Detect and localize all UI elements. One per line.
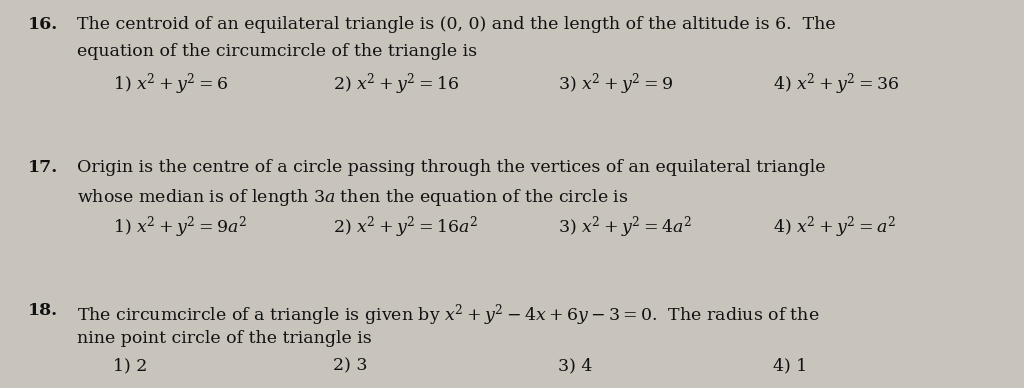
Text: 4) $x^2+y^2=36$: 4) $x^2+y^2=36$ — [773, 71, 899, 97]
Text: 3) 4: 3) 4 — [558, 358, 593, 375]
Text: 1) 2: 1) 2 — [113, 358, 147, 375]
Text: 3) $x^2+y^2=9$: 3) $x^2+y^2=9$ — [558, 71, 673, 97]
Text: The circumcircle of a triangle is given by $x^2+y^2-4x+6y-3=0$.  The radius of t: The circumcircle of a triangle is given … — [77, 302, 819, 328]
Text: 1) $x^2+y^2=9a^2$: 1) $x^2+y^2=9a^2$ — [113, 215, 247, 241]
Text: 4) $x^2+y^2=a^2$: 4) $x^2+y^2=a^2$ — [773, 215, 896, 241]
Text: 2) $x^2+y^2=16a^2$: 2) $x^2+y^2=16a^2$ — [333, 215, 477, 241]
Text: whose median is of length 3$a$ then the equation of the circle is: whose median is of length 3$a$ then the … — [77, 187, 629, 208]
Text: 18.: 18. — [28, 302, 57, 319]
Text: Origin is the centre of a circle passing through the vertices of an equilateral : Origin is the centre of a circle passing… — [77, 159, 825, 176]
Text: 3) $x^2+y^2=4a^2$: 3) $x^2+y^2=4a^2$ — [558, 215, 692, 241]
Text: 2) 3: 2) 3 — [333, 358, 368, 375]
Text: equation of the circumcircle of the triangle is: equation of the circumcircle of the tria… — [77, 43, 477, 61]
Text: The centroid of an equilateral triangle is (0, 0) and the length of the altitude: The centroid of an equilateral triangle … — [77, 16, 836, 33]
Text: nine point circle of the triangle is: nine point circle of the triangle is — [77, 330, 372, 347]
Text: 2) $x^2+y^2=16$: 2) $x^2+y^2=16$ — [333, 71, 459, 97]
Text: 16.: 16. — [28, 16, 58, 33]
Text: 4) 1: 4) 1 — [773, 358, 807, 375]
Text: 1) $x^2+y^2=6$: 1) $x^2+y^2=6$ — [113, 71, 227, 97]
Text: 17.: 17. — [28, 159, 58, 176]
